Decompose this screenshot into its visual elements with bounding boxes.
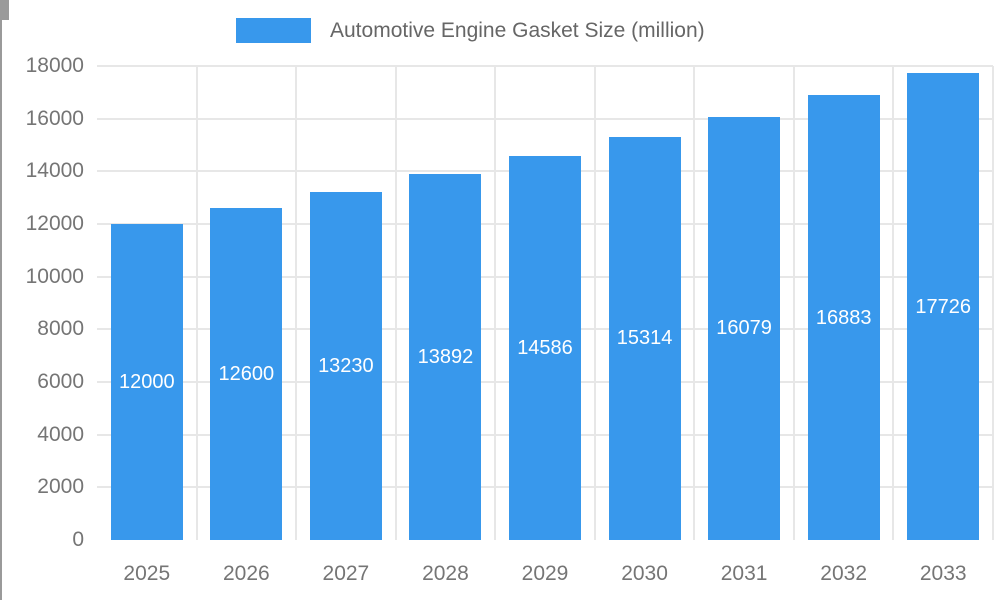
gridline-v (195, 66, 198, 540)
x-tick-label: 2025 (123, 562, 171, 585)
y-axis-tick (0, 10, 9, 12)
bar (807, 95, 880, 540)
y-axis-tick (0, 12, 9, 14)
y-tick-label: 12000 (25, 212, 84, 235)
gridline-h (97, 65, 993, 67)
bar-value-label: 13892 (417, 346, 474, 369)
y-axis-line (0, 170, 2, 600)
x-tick-label: 2029 (521, 562, 569, 585)
bar-value-label: 16883 (815, 306, 872, 329)
y-axis-tick (0, 8, 9, 10)
bar-value-label: 16079 (716, 317, 772, 340)
gridline-v (892, 66, 895, 540)
gridline-v (792, 66, 795, 540)
gridline-v (295, 66, 298, 540)
x-axis-tick (0, 35, 2, 50)
x-tick-label: 2031 (720, 562, 768, 585)
x-axis-tick (0, 95, 2, 110)
x-tick-label: 2030 (621, 562, 668, 585)
x-tick-label: 2027 (322, 562, 370, 585)
bar-value-label: 12600 (218, 363, 275, 386)
bar-value-label: 12000 (118, 371, 175, 393)
y-tick-label: 18000 (25, 54, 84, 77)
bar (210, 208, 283, 540)
x-tick-label: 2032 (820, 562, 868, 585)
y-axis-tick (0, 16, 9, 18)
x-axis-tick (0, 80, 2, 95)
y-tick-label: 10000 (25, 264, 84, 288)
bar-value-label: 15314 (616, 327, 673, 350)
x-axis-tick (0, 125, 2, 140)
x-tick-label: 2026 (222, 562, 270, 585)
chart-legend: Automotive Engine Gasket Size (million) (236, 18, 705, 43)
bar-value-label: 17726 (915, 295, 972, 318)
bar (608, 136, 681, 540)
gridline-v (992, 66, 994, 540)
bar-value-label: 13230 (318, 354, 374, 377)
x-axis-tick (0, 65, 2, 80)
bar-value-label: 14586 (517, 336, 573, 359)
y-tick-label: 14000 (25, 159, 84, 183)
x-axis-tick (0, 140, 2, 155)
y-axis-tick (0, 2, 9, 4)
y-axis-tick (0, 14, 9, 16)
x-axis-tick (0, 110, 2, 125)
x-tick-label: 2028 (422, 562, 469, 585)
y-tick-label: 2000 (37, 475, 84, 499)
bar (708, 116, 781, 540)
x-axis-tick (0, 50, 2, 65)
legend-swatch-icon (236, 18, 311, 43)
y-tick-label: 16000 (25, 106, 84, 130)
y-axis-tick (0, 18, 9, 20)
bar (409, 174, 482, 540)
gridline-h (97, 117, 993, 120)
bar (509, 155, 581, 540)
y-tick-label: 6000 (37, 370, 84, 393)
y-axis-tick (0, 4, 9, 6)
y-tick-label: 0 (72, 528, 84, 551)
x-tick-label: 2033 (919, 562, 967, 585)
y-axis-tick (0, 0, 9, 2)
y-tick-label: 8000 (37, 317, 84, 341)
legend-label: Automotive Engine Gasket Size (million) (330, 18, 705, 42)
y-tick-label: 4000 (37, 422, 84, 446)
x-axis-tick (0, 20, 2, 35)
bar (110, 224, 183, 540)
bar (907, 73, 980, 540)
gridline-v (494, 66, 497, 540)
gridline-v (394, 66, 397, 540)
gridline-v (593, 66, 596, 540)
y-axis-tick (0, 6, 9, 8)
x-axis-tick (0, 155, 2, 170)
gridline-v (693, 66, 696, 540)
bar (309, 191, 382, 540)
